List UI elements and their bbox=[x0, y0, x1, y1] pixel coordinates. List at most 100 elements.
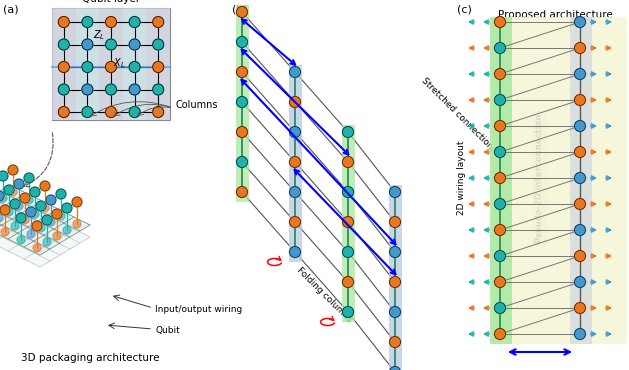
Bar bbox=[570, 17, 592, 344]
Circle shape bbox=[41, 204, 49, 212]
Text: Pseudo-2D interconnection: Pseudo-2D interconnection bbox=[535, 113, 545, 243]
Circle shape bbox=[10, 199, 20, 209]
Circle shape bbox=[17, 236, 25, 244]
Circle shape bbox=[73, 220, 81, 228]
Circle shape bbox=[237, 67, 247, 77]
Circle shape bbox=[153, 84, 164, 95]
Bar bbox=[492, 17, 627, 344]
Circle shape bbox=[237, 97, 247, 108]
Circle shape bbox=[9, 188, 17, 196]
Circle shape bbox=[4, 185, 14, 195]
Circle shape bbox=[494, 43, 506, 54]
Circle shape bbox=[106, 107, 116, 118]
Circle shape bbox=[15, 202, 23, 210]
Circle shape bbox=[343, 216, 353, 228]
Circle shape bbox=[389, 216, 401, 228]
Circle shape bbox=[62, 203, 72, 213]
Circle shape bbox=[574, 250, 586, 262]
Circle shape bbox=[106, 17, 116, 27]
Text: 2D wiring layout: 2D wiring layout bbox=[457, 141, 467, 215]
Circle shape bbox=[494, 303, 506, 313]
Bar bbox=[99, 8, 123, 120]
Text: (c): (c) bbox=[457, 5, 472, 15]
Bar bbox=[147, 8, 170, 120]
Text: Proposed architecture: Proposed architecture bbox=[498, 10, 613, 20]
Circle shape bbox=[494, 17, 506, 27]
Circle shape bbox=[389, 186, 401, 198]
Circle shape bbox=[0, 214, 3, 222]
Circle shape bbox=[574, 225, 586, 235]
Circle shape bbox=[0, 205, 10, 215]
Text: $X_L$: $X_L$ bbox=[113, 56, 126, 70]
Circle shape bbox=[106, 61, 116, 73]
Circle shape bbox=[129, 61, 140, 73]
Circle shape bbox=[58, 17, 69, 27]
Circle shape bbox=[47, 218, 55, 226]
Circle shape bbox=[58, 61, 69, 73]
Circle shape bbox=[82, 39, 93, 50]
Circle shape bbox=[82, 107, 93, 118]
Text: 3D packaging architecture: 3D packaging architecture bbox=[21, 353, 159, 363]
Text: Qubit: Qubit bbox=[155, 326, 180, 334]
Circle shape bbox=[46, 195, 56, 205]
Bar bbox=[490, 17, 512, 344]
Circle shape bbox=[574, 94, 586, 105]
Circle shape bbox=[63, 226, 71, 234]
Circle shape bbox=[574, 198, 586, 209]
Circle shape bbox=[237, 186, 247, 198]
Circle shape bbox=[237, 157, 247, 168]
Circle shape bbox=[52, 209, 62, 219]
Circle shape bbox=[494, 198, 506, 209]
Circle shape bbox=[153, 61, 164, 73]
Circle shape bbox=[389, 246, 401, 258]
Circle shape bbox=[0, 171, 8, 181]
Circle shape bbox=[72, 197, 82, 207]
Circle shape bbox=[574, 17, 586, 27]
Circle shape bbox=[574, 43, 586, 54]
Circle shape bbox=[494, 147, 506, 158]
Circle shape bbox=[289, 246, 301, 258]
Circle shape bbox=[5, 208, 13, 216]
Circle shape bbox=[343, 127, 353, 138]
Circle shape bbox=[14, 179, 24, 189]
Text: Columns: Columns bbox=[175, 100, 218, 110]
Circle shape bbox=[237, 7, 247, 17]
Text: (a): (a) bbox=[3, 5, 19, 15]
Circle shape bbox=[389, 336, 401, 347]
Polygon shape bbox=[0, 197, 90, 267]
Bar bbox=[342, 124, 355, 322]
Circle shape bbox=[37, 224, 45, 232]
Circle shape bbox=[36, 201, 46, 211]
Circle shape bbox=[494, 250, 506, 262]
Circle shape bbox=[574, 121, 586, 131]
Text: Input/output wiring: Input/output wiring bbox=[155, 306, 242, 314]
Circle shape bbox=[31, 210, 39, 218]
Circle shape bbox=[58, 84, 69, 95]
Circle shape bbox=[16, 213, 26, 223]
Circle shape bbox=[106, 39, 116, 50]
Circle shape bbox=[33, 244, 41, 252]
Circle shape bbox=[153, 39, 164, 50]
Circle shape bbox=[289, 216, 301, 228]
Circle shape bbox=[237, 37, 247, 47]
Circle shape bbox=[30, 187, 40, 197]
Circle shape bbox=[42, 215, 52, 225]
Circle shape bbox=[574, 68, 586, 80]
Circle shape bbox=[153, 107, 164, 118]
Circle shape bbox=[20, 193, 30, 203]
Circle shape bbox=[24, 173, 34, 183]
Circle shape bbox=[153, 17, 164, 27]
Circle shape bbox=[82, 61, 93, 73]
Circle shape bbox=[43, 238, 51, 246]
Circle shape bbox=[343, 246, 353, 258]
Text: Stretched connections: Stretched connections bbox=[420, 76, 498, 154]
Circle shape bbox=[574, 276, 586, 287]
Circle shape bbox=[27, 230, 35, 238]
Text: Folding columns: Folding columns bbox=[295, 266, 353, 324]
Circle shape bbox=[32, 221, 42, 231]
Bar bbox=[289, 64, 301, 262]
Bar bbox=[52, 8, 170, 120]
Circle shape bbox=[343, 157, 353, 168]
Circle shape bbox=[57, 212, 65, 220]
Polygon shape bbox=[0, 185, 90, 255]
